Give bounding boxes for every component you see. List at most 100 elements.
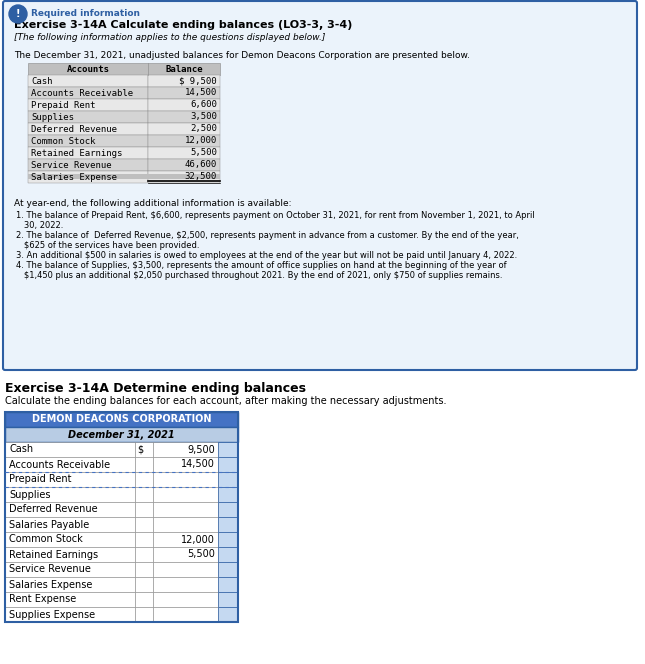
Text: DEMON DEACONS CORPORATION: DEMON DEACONS CORPORATION [32, 414, 212, 424]
Text: 6,600: 6,600 [190, 100, 217, 110]
Bar [153, 562, 218, 577]
Bar [28, 147, 148, 159]
Text: 5,500: 5,500 [187, 550, 215, 560]
Bar [153, 442, 218, 457]
Bar [28, 87, 148, 99]
Bar [153, 607, 218, 622]
Bar [135, 472, 153, 487]
Bar [218, 472, 238, 487]
Bar [28, 174, 220, 179]
Bar [148, 87, 220, 99]
Text: $: $ [137, 444, 143, 454]
Text: 2. The balance of  Deferred Revenue, $2,500, represents payment in advance from : 2. The balance of Deferred Revenue, $2,5… [16, 231, 519, 240]
Bar [218, 592, 238, 607]
Text: $625 of the services have been provided.: $625 of the services have been provided. [16, 241, 199, 250]
Bar [5, 517, 135, 532]
Text: 14,500: 14,500 [184, 88, 217, 98]
Bar [153, 517, 218, 532]
Text: 3. An additional $500 in salaries is owed to employees at the end of the year bu: 3. An additional $500 in salaries is owe… [16, 251, 517, 260]
Text: Supplies Expense: Supplies Expense [9, 610, 95, 620]
Bar [135, 592, 153, 607]
Text: Cash: Cash [31, 76, 52, 86]
Text: $1,450 plus an additional $2,050 purchased throughout 2021. By the end of 2021, : $1,450 plus an additional $2,050 purchas… [16, 271, 502, 280]
Bar [148, 147, 220, 159]
Bar [28, 63, 220, 75]
Text: 12,000: 12,000 [184, 137, 217, 145]
Bar [135, 577, 153, 592]
Text: Service Revenue: Service Revenue [31, 161, 112, 169]
Text: [The following information applies to the questions displayed below.]: [The following information applies to th… [14, 33, 325, 42]
Text: 32,500: 32,500 [184, 173, 217, 181]
Bar [28, 135, 148, 147]
Bar [28, 123, 148, 135]
Bar [5, 457, 135, 472]
Bar [218, 442, 238, 457]
Text: Salaries Expense: Salaries Expense [31, 173, 117, 181]
Bar [5, 412, 238, 427]
Text: Rent Expense: Rent Expense [9, 594, 76, 604]
Text: Prepaid Rent: Prepaid Rent [31, 100, 95, 110]
Text: Salaries Expense: Salaries Expense [9, 580, 92, 590]
Bar [5, 487, 135, 502]
Text: Service Revenue: Service Revenue [9, 564, 91, 574]
Bar [5, 547, 135, 562]
Bar [5, 442, 135, 457]
Bar [153, 472, 218, 487]
Bar [5, 532, 135, 547]
Text: 3,500: 3,500 [190, 112, 217, 122]
Text: Exercise 3-14A Determine ending balances: Exercise 3-14A Determine ending balances [5, 382, 306, 395]
Text: Supplies: Supplies [31, 112, 74, 122]
Bar [218, 487, 238, 502]
Bar [135, 547, 153, 562]
Bar [5, 592, 135, 607]
Bar [5, 412, 238, 622]
Bar [148, 111, 220, 123]
Bar [135, 517, 153, 532]
Text: Exercise 3-14A Calculate ending balances (LO3-3, 3-4): Exercise 3-14A Calculate ending balances… [14, 20, 352, 30]
Text: 46,600: 46,600 [184, 161, 217, 169]
Text: 4. The balance of Supplies, $3,500, represents the amount of office supplies on : 4. The balance of Supplies, $3,500, repr… [16, 261, 506, 270]
Bar [5, 427, 238, 442]
Bar [28, 99, 148, 111]
Text: Accounts Receivable: Accounts Receivable [9, 459, 110, 469]
Bar [148, 75, 220, 87]
Bar [135, 607, 153, 622]
Bar [148, 171, 220, 183]
Bar [135, 457, 153, 472]
Bar [28, 111, 148, 123]
Text: 1. The balance of Prepaid Rent, $6,600, represents payment on October 31, 2021, : 1. The balance of Prepaid Rent, $6,600, … [16, 211, 535, 220]
Text: Prepaid Rent: Prepaid Rent [9, 475, 72, 485]
Bar [218, 457, 238, 472]
Text: !: ! [15, 9, 20, 19]
Text: Common Stock: Common Stock [9, 535, 83, 544]
Text: Retained Earnings: Retained Earnings [9, 550, 98, 560]
Text: 14,500: 14,500 [181, 459, 215, 469]
Bar [218, 517, 238, 532]
Text: Accounts Receivable: Accounts Receivable [31, 88, 133, 98]
Bar [218, 532, 238, 547]
Bar [153, 487, 218, 502]
Text: At year-end, the following additional information is available:: At year-end, the following additional in… [14, 199, 292, 208]
Text: Calculate the ending balances for each account, after making the necessary adjus: Calculate the ending balances for each a… [5, 396, 446, 406]
Bar [28, 171, 148, 183]
Bar [28, 75, 148, 87]
Text: December 31, 2021: December 31, 2021 [68, 430, 175, 440]
Text: 5,500: 5,500 [190, 149, 217, 157]
Bar [153, 502, 218, 517]
Bar [218, 502, 238, 517]
Text: Cash: Cash [9, 444, 33, 454]
Bar [218, 562, 238, 577]
Bar [135, 442, 153, 457]
Text: Accounts: Accounts [66, 64, 110, 74]
Text: 30, 2022.: 30, 2022. [16, 221, 63, 230]
Text: Retained Earnings: Retained Earnings [31, 149, 123, 157]
Bar [135, 532, 153, 547]
FancyBboxPatch shape [3, 1, 637, 370]
Bar [5, 502, 135, 517]
Text: 9,500: 9,500 [187, 444, 215, 454]
Text: Deferred Revenue: Deferred Revenue [31, 125, 117, 133]
Circle shape [9, 5, 27, 23]
Bar [5, 472, 135, 487]
Bar [135, 562, 153, 577]
Bar [135, 502, 153, 517]
